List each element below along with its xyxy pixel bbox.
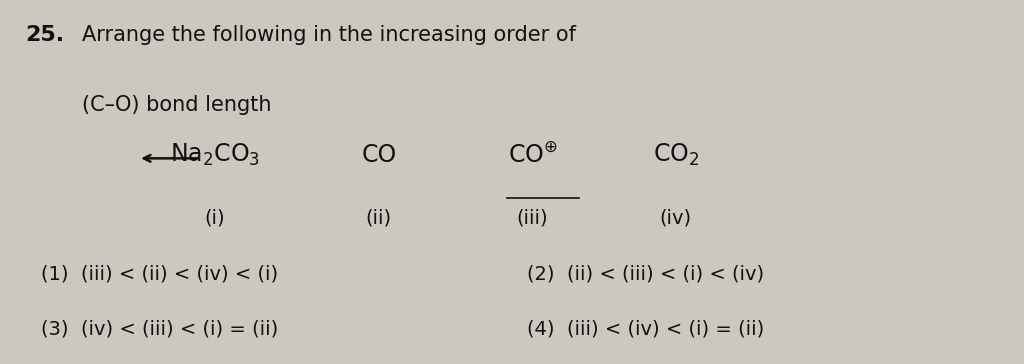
Text: (2)  (ii) < (iii) < (i) < (iv): (2) (ii) < (iii) < (i) < (iv) xyxy=(527,265,765,284)
Text: CO$_2$: CO$_2$ xyxy=(652,142,699,168)
Text: (C–O) bond length: (C–O) bond length xyxy=(82,95,271,115)
Text: (iv): (iv) xyxy=(659,209,692,228)
Text: (iii): (iii) xyxy=(517,209,548,228)
Text: CO: CO xyxy=(361,143,396,167)
Text: (3)  (iv) < (iii) < (i) = (ii): (3) (iv) < (iii) < (i) = (ii) xyxy=(41,320,279,339)
Text: (1)  (iii) < (ii) < (iv) < (i): (1) (iii) < (ii) < (iv) < (i) xyxy=(41,265,279,284)
Text: Arrange the following in the increasing order of: Arrange the following in the increasing … xyxy=(82,25,575,46)
Text: (ii): (ii) xyxy=(366,209,392,228)
Text: Na$_2$CO$_3$: Na$_2$CO$_3$ xyxy=(170,142,260,168)
Text: 25.: 25. xyxy=(26,25,65,46)
Text: CO$^{\oplus}$: CO$^{\oplus}$ xyxy=(508,142,557,167)
Text: (4)  (iii) < (iv) < (i) = (ii): (4) (iii) < (iv) < (i) = (ii) xyxy=(527,320,765,339)
Text: (i): (i) xyxy=(205,209,225,228)
